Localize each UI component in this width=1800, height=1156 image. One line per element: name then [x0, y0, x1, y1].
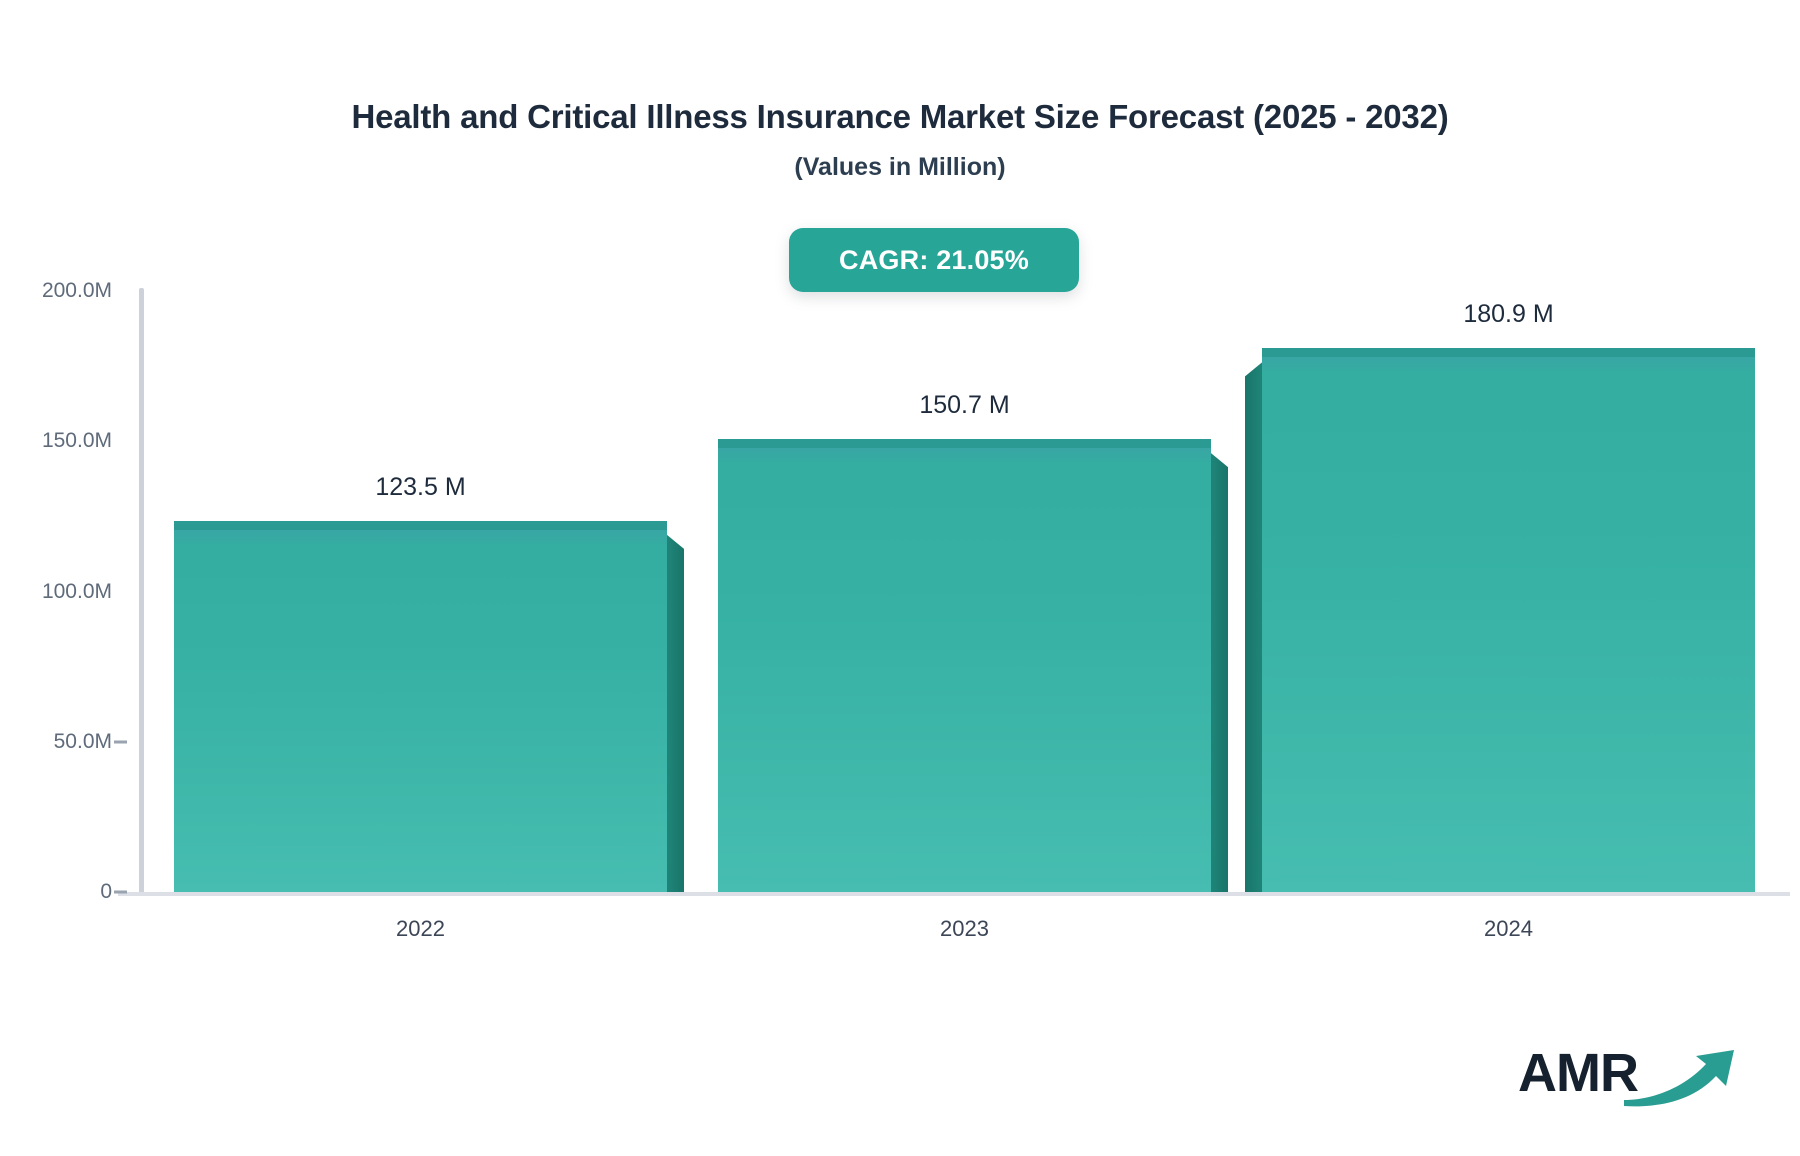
y-axis-ticks: 200.0M 150.0M 100.0M 50.0M 0	[0, 0, 127, 1156]
y-axis-tick-label: 200.0M	[41, 279, 112, 302]
bar-value-label: 180.9 M	[1463, 300, 1554, 329]
bar-top-face	[1262, 348, 1755, 358]
trend-up-arrow-icon	[1622, 1044, 1742, 1113]
y-axis-tick-mark	[114, 890, 127, 894]
bar-2023[interactable]	[718, 439, 1228, 892]
brand-logo: AMR	[1518, 1038, 1742, 1108]
bar-body	[174, 520, 667, 892]
bar-top-highlight	[1262, 357, 1755, 372]
x-axis-label-2023: 2023	[940, 916, 989, 941]
logo-text: AMR	[1518, 1043, 1639, 1103]
bar-2024[interactable]	[1245, 348, 1755, 892]
page-subtitle: (Values in Million)	[794, 153, 1006, 182]
bar-body	[1262, 348, 1755, 892]
cagr-badge-label: CAGR: 21.05%	[839, 244, 1029, 275]
y-axis-tick-mark	[114, 740, 127, 744]
bar-top-face	[174, 520, 667, 530]
bar-value-label: 123.5 M	[375, 472, 466, 501]
bar-2022[interactable]	[174, 520, 684, 892]
y-axis-tick-label: 100.0M	[41, 579, 112, 603]
y-axis-line	[139, 288, 144, 894]
bar-top-face	[718, 439, 1211, 449]
bar-top-highlight	[718, 448, 1211, 463]
page-title: Health and Critical Illness Insurance Ma…	[351, 98, 1449, 135]
bar-side-face	[1245, 362, 1262, 892]
bar-side-face	[667, 534, 684, 892]
y-axis-tick-label: 150.0M	[41, 429, 112, 453]
x-axis-label-2024: 2024	[1484, 916, 1533, 941]
bar-top-highlight	[174, 529, 667, 544]
bar-body	[718, 439, 1211, 892]
y-axis-tick-label: 50.0M	[53, 729, 112, 753]
cagr-badge: CAGR: 21.05%	[789, 228, 1079, 292]
x-axis-label-2022: 2022	[396, 916, 445, 941]
bar-value-label: 150.7 M	[919, 391, 1010, 420]
x-axis-baseline	[118, 892, 1790, 896]
title-block: Health and Critical Illness Insurance Ma…	[0, 96, 1800, 182]
y-axis-tick-label: 0	[100, 880, 112, 903]
bar-side-face	[1211, 453, 1228, 892]
